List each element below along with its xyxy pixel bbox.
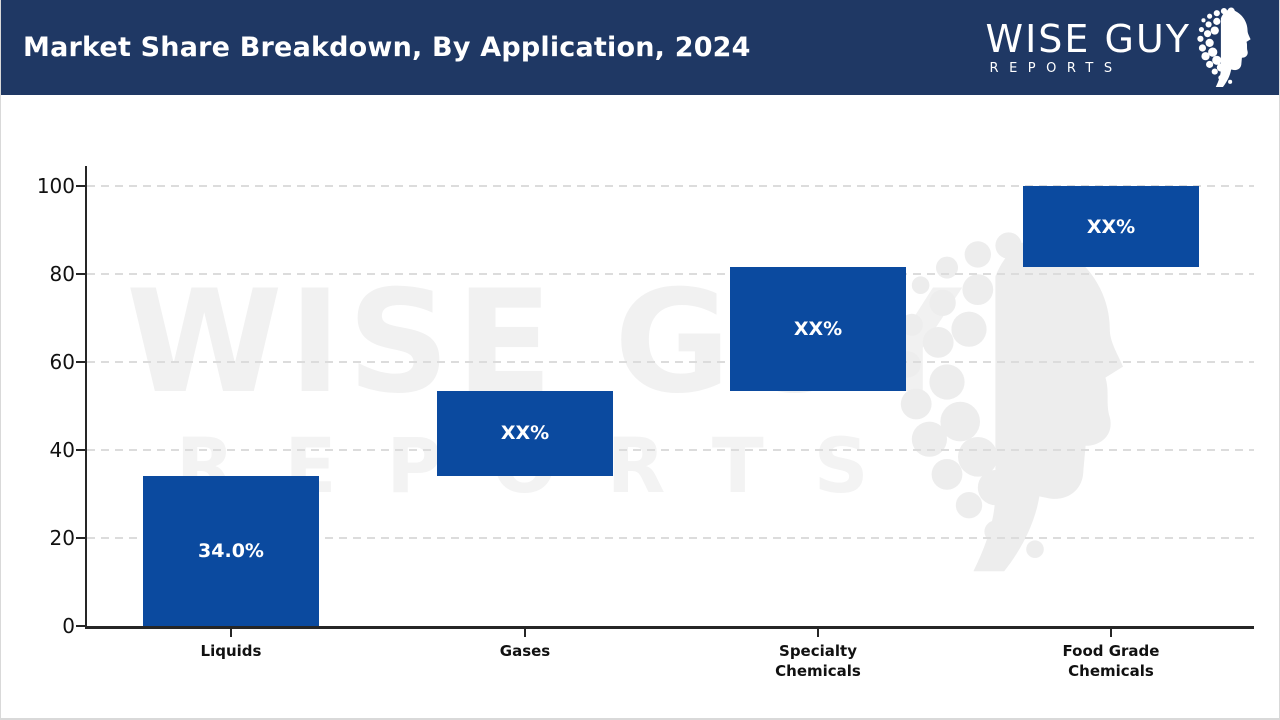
page-title: Market Share Breakdown, By Application, … bbox=[23, 32, 751, 63]
y-tick-label: 20 bbox=[49, 526, 75, 550]
logo-reports-text: REPORTS bbox=[989, 60, 1123, 76]
x-tick-mark bbox=[817, 629, 819, 637]
y-tick-label: 60 bbox=[49, 350, 75, 374]
gridline-60 bbox=[87, 361, 1254, 363]
y-tick-label: 100 bbox=[36, 174, 75, 198]
bar-specialty-chemicals: XX% bbox=[730, 267, 906, 391]
x-category-label: Liquids bbox=[200, 642, 262, 660]
x-tick-mark bbox=[230, 629, 232, 637]
y-tick-mark bbox=[76, 449, 85, 451]
logo: WISE GUY REPORTS bbox=[986, 0, 1257, 95]
bar-liquids: 34.0% bbox=[143, 476, 319, 626]
bar-value-label: XX% bbox=[793, 317, 843, 340]
bar-value-label: XX% bbox=[1086, 215, 1136, 238]
gridline-20 bbox=[87, 537, 1254, 539]
y-tick-label: 80 bbox=[49, 262, 75, 286]
x-category-label: Specialty Chemicals bbox=[775, 642, 861, 681]
x-tick-mark bbox=[1110, 629, 1112, 637]
bar-value-label: XX% bbox=[500, 422, 550, 445]
y-tick-mark bbox=[76, 625, 85, 627]
x-category-label: Food Grade Chemicals bbox=[1062, 642, 1160, 681]
bar-value-label: 34.0% bbox=[198, 540, 264, 563]
y-tick-mark bbox=[76, 537, 85, 539]
header: Market Share Breakdown, By Application, … bbox=[1, 0, 1279, 95]
gridline-40 bbox=[87, 449, 1254, 451]
gridline-100 bbox=[87, 185, 1254, 187]
y-axis bbox=[85, 166, 87, 629]
y-tick-mark bbox=[76, 273, 85, 275]
y-tick-mark bbox=[76, 361, 85, 363]
x-tick-mark bbox=[524, 629, 526, 637]
y-tick-label: 40 bbox=[49, 438, 75, 462]
x-axis bbox=[85, 626, 1254, 629]
watermark-face-icon bbox=[863, 228, 1163, 580]
y-tick-mark bbox=[76, 185, 85, 187]
logo-text: WISE GUY REPORTS bbox=[986, 20, 1191, 76]
bar-gases: XX% bbox=[437, 390, 613, 477]
gridline-80 bbox=[87, 273, 1254, 275]
y-tick-label: 0 bbox=[62, 614, 75, 638]
logo-brand-text: WISE GUY bbox=[985, 16, 1191, 61]
bar-food-grade-chemicals: XX% bbox=[1023, 186, 1199, 268]
logo-face-icon bbox=[1193, 7, 1257, 89]
x-category-label: Gases bbox=[499, 642, 551, 660]
